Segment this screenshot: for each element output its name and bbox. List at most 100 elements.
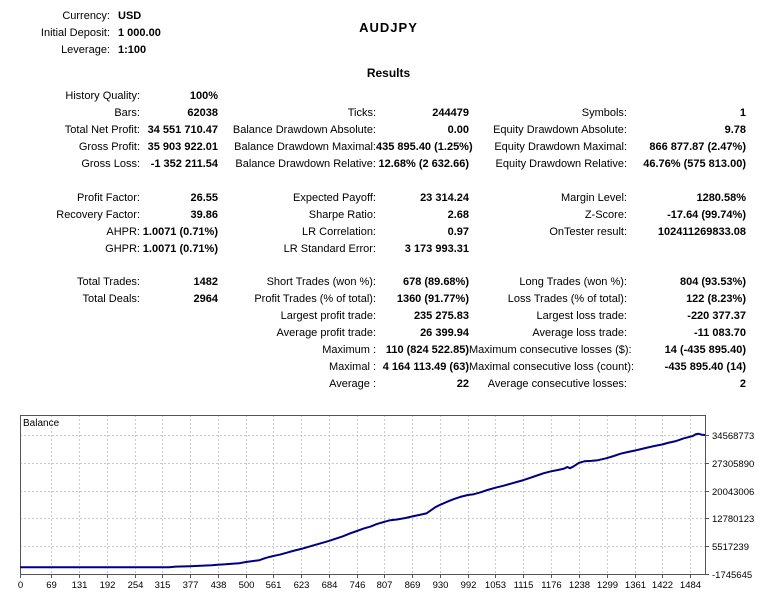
stat-value: 100% [189,90,218,102]
stat-label [0,325,140,342]
stat-value [627,88,746,105]
stats-row: Recovery Factor: 39.86 Sharpe Ratio: 2.6… [0,207,746,224]
svg-text:131: 131 [72,580,88,591]
stat-value: 235 275.83 [413,310,469,322]
stat-value: 1 [739,107,746,119]
stat-value: 12.68% (2 632.66) [378,158,469,170]
account-header: Currency: USD Initial Deposit: 1 000.00 … [0,8,161,59]
stat-value: -17.64 (99.74%) [667,209,746,221]
leverage-value: 1:100 [118,44,147,56]
stat-label: Equity Drawdown Maximal: [494,141,627,153]
stat-label: Maximum : [322,344,376,356]
stat-label: Bars: [114,107,140,119]
stats-block-summary: History Quality: 100% Bars: 62038 Ticks:… [0,88,746,173]
svg-text:254: 254 [128,580,144,591]
stat-label: Loss Trades (% of total): [507,293,627,305]
stat-label: Profit Trades (% of total): [254,293,376,305]
stat-value: 435 895.40 (1.25%) [376,141,473,153]
svg-text:930: 930 [433,580,449,591]
stats-row: Maximal : 4 164 113.49 (63) Maximal cons… [0,359,746,376]
stat-value: -435 895.40 (14) [664,361,746,373]
stats-row: Total Deals: 2964 Profit Trades (% of to… [0,291,746,308]
chart-axes [20,435,709,578]
stat-label: Long Trades (won %): [519,276,627,288]
stat-value: 122 (8.23%) [686,293,746,305]
stats-row: History Quality: 100% [0,88,746,105]
svg-text:807: 807 [377,580,393,591]
stat-value: 1.0071 (0.71%) [142,243,218,255]
stat-value: 2.68 [447,209,469,221]
stat-label: Recovery Factor: [56,209,140,221]
stat-label: Gross Loss: [81,158,140,170]
stat-value: 102411269833.08 [657,226,746,238]
svg-text:869: 869 [405,580,421,591]
stat-label: Profit Factor: [77,192,140,204]
stat-label: Short Trades (won %): [266,276,376,288]
stats-row: Average : 22 Average consecutive losses:… [0,376,746,393]
balance-line [20,432,706,569]
stat-label: Total Trades: [77,276,140,288]
stat-value: 1360 (91.77%) [396,293,469,305]
svg-text:684: 684 [322,580,338,591]
stat-value: 34 551 710.47 [147,124,218,136]
stat-label: Balance Drawdown Relative: [235,158,376,170]
stat-label: Margin Level: [560,192,627,204]
stat-value [140,342,218,359]
leverage-row: Leverage: 1:100 [0,42,161,59]
svg-text:561: 561 [266,580,282,591]
stats-row: Total Trades: 1482 Short Trades (won %):… [0,274,746,291]
stat-label: Largest profit trade: [280,310,376,322]
stat-label: LR Correlation: [302,226,376,238]
stat-label: Total Net Profit: [64,124,140,136]
svg-text:1176: 1176 [541,580,561,591]
stat-value: 35 903 922.01 [147,141,218,153]
results-section-title: Results [366,66,411,80]
stat-value: 46.76% (575 813.00) [643,158,746,170]
stats-row: Profit Factor: 26.55 Expected Payoff: 23… [0,190,746,207]
stat-value: 678 (89.68%) [402,276,469,288]
svg-text:20043006: 20043006 [712,487,754,498]
svg-text:377: 377 [183,580,199,591]
stat-label: Equity Drawdown Relative: [495,158,627,170]
stat-label: OnTester result: [549,226,627,238]
stats-row: Gross Profit: 35 903 922.01 Balance Draw… [0,139,746,156]
svg-text:992: 992 [461,580,477,591]
stat-label [469,241,627,258]
svg-text:12780123: 12780123 [712,514,754,525]
stat-value [627,241,746,258]
chart-border [20,415,706,575]
stats-row: Total Net Profit: 34 551 710.47 Balance … [0,122,746,139]
svg-text:34568773: 34568773 [712,431,754,442]
svg-text:0: 0 [18,580,23,591]
stat-label: Average profit trade: [276,327,376,339]
stat-value: 3 173 993.31 [404,243,469,255]
stat-value: 1.0071 (0.71%) [142,226,218,238]
stat-value [140,325,218,342]
svg-text:1238: 1238 [569,580,590,591]
stat-label: Balance Drawdown Absolute: [232,124,376,136]
stat-label: Average : [329,378,376,390]
stat-value: 39.86 [190,209,218,221]
stats-row: Maximum : 110 (824 522.85) Maximum conse… [0,342,746,359]
stats-row: Average profit trade: 26 399.94 Average … [0,325,746,342]
stat-label: AHPR: [106,226,140,238]
stat-label [0,359,140,376]
stats-block-trades: Total Trades: 1482 Short Trades (won %):… [0,274,746,393]
stat-label [469,88,627,105]
chart-title: Balance [23,418,60,429]
stat-value: -1 352 211.54 [150,158,218,170]
stat-label [218,88,376,105]
stat-value: 62038 [187,107,218,119]
stat-label: Maximal consecutive loss (count): [469,361,635,373]
initial-deposit-label: Initial Deposit: [40,27,110,39]
stat-label: Average loss trade: [532,327,627,339]
stat-value: 26.55 [190,192,218,204]
stat-value: 23 314.24 [420,192,469,204]
svg-text:746: 746 [350,580,366,591]
stat-value: 22 [456,378,469,390]
initial-deposit-row: Initial Deposit: 1 000.00 [0,25,161,42]
stat-label: Z-Score: [584,209,627,221]
stat-value: 1482 [193,276,218,288]
stat-value: 14 (-435 895.40) [664,344,746,356]
svg-text:315: 315 [155,580,171,591]
